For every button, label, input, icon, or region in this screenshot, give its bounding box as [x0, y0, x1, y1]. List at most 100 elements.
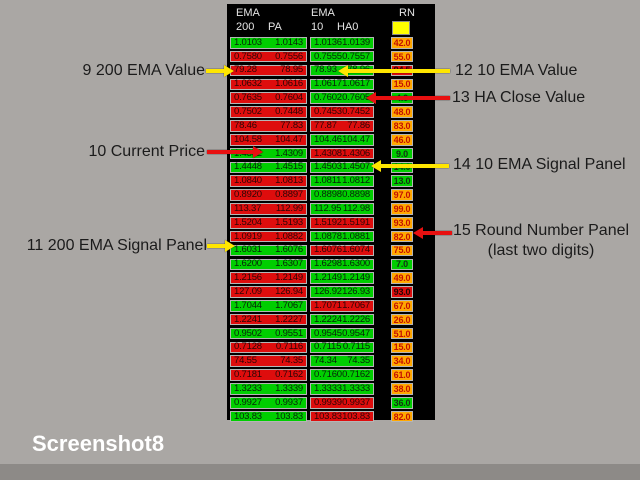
- ema10-ha0-cell: 126.92 126.93: [310, 286, 374, 298]
- ha0-value: 112.98: [342, 202, 370, 214]
- ema10-ha0-cell: 1.0136 1.0139: [310, 37, 374, 49]
- round-number-cell: 93.0: [391, 216, 413, 229]
- pa-value: 1.5193: [275, 216, 303, 228]
- ha0-value: 0.7557: [342, 50, 370, 62]
- ema10-value: 1.4308: [314, 147, 342, 159]
- round-number-cell: 75.0: [391, 244, 413, 257]
- annotation-round-number-line1: 15 Round Number Panel: [452, 222, 630, 239]
- arrow-current-price: [207, 145, 263, 159]
- ema10-ha0-cell: 0.9939 0.9937: [310, 396, 374, 409]
- ema200-value: 74.55: [234, 355, 257, 367]
- round-number-cell: 83.0: [391, 120, 413, 132]
- ema10-ha0-cell: 1.6298 1.6300: [310, 258, 374, 271]
- ha0-value: 1.0139: [342, 36, 370, 48]
- ha0-value: 0.7115: [342, 341, 370, 353]
- round-number-cell: 15.0: [391, 78, 413, 91]
- pa-value: 1.2227: [275, 313, 303, 325]
- pa-value: 0.9551: [275, 327, 303, 339]
- pa-value: 1.0616: [275, 78, 303, 90]
- ema200-pa-cell: 78.46 77.83: [230, 120, 307, 132]
- ema200-pa-cell: 0.8920 0.8897: [230, 189, 307, 201]
- round-number-cell: 42.0: [391, 37, 413, 49]
- arrow-10-ema-signal: [371, 159, 449, 173]
- col-header-200: 200: [236, 21, 255, 33]
- col-header-ha0: HA0: [337, 21, 359, 33]
- ha0-value: 1.0617: [342, 78, 370, 90]
- ema10-value: 1.2224: [314, 313, 342, 325]
- arrow-10-ema-value: [338, 64, 450, 78]
- bottom-bar: [0, 464, 640, 480]
- ema200-value: 1.2156: [234, 272, 262, 284]
- ema10-value: 0.7115: [314, 341, 342, 353]
- ema200-value: 0.9502: [234, 327, 262, 339]
- ema10-value: 0.9939: [314, 396, 342, 408]
- ema10-ha0-cell: 74.34 74.35: [310, 355, 374, 367]
- ema200-pa-cell: 0.9927 0.9937: [230, 396, 307, 409]
- annotation-round-number-line2: (last two digits): [487, 242, 595, 259]
- ha0-value: 77.86: [347, 119, 370, 131]
- ema200-value: 0.7128: [234, 341, 262, 353]
- table-row: 103.83 103.83 103.83 103.83 82.0: [227, 410, 435, 424]
- ema200-value: 1.0103: [234, 36, 262, 48]
- ema200-value: 103.83: [234, 410, 262, 422]
- ema200-value: 104.58: [234, 133, 262, 145]
- ema200-pa-cell: 74.55 74.35: [230, 355, 307, 367]
- ema10-ha0-cell: 1.2224 1.2226: [310, 313, 374, 326]
- ema200-value: 1.3233: [234, 382, 262, 394]
- pa-value: 1.2149: [275, 272, 303, 284]
- pa-value: 0.7116: [275, 341, 303, 353]
- ema10-ha0-cell: 0.7555 0.7557: [310, 50, 374, 63]
- round-number-cell: 26.0: [391, 313, 413, 326]
- ema10-value: 0.8898: [314, 189, 342, 201]
- round-number-cell: 9.0: [391, 147, 413, 160]
- round-number-cell: 99.0: [391, 203, 413, 215]
- ha0-value: 1.4306: [342, 147, 370, 159]
- ema10-ha0-cell: 1.4308 1.4306: [310, 147, 374, 160]
- ema200-pa-cell: 1.2156 1.2149: [230, 272, 307, 284]
- ema200-value: 1.6031: [234, 244, 262, 256]
- ema200-pa-cell: 103.83 103.83: [230, 410, 307, 423]
- ema10-ha0-cell: 1.6076 1.6074: [310, 244, 374, 257]
- round-number-cell: 51.0: [391, 327, 413, 340]
- round-number-cell: 67.0: [391, 300, 413, 312]
- ema10-ha0-cell: 0.8898 0.8898: [310, 189, 374, 201]
- ema200-value: 1.0840: [234, 175, 262, 187]
- round-number-cell: 34.0: [391, 355, 413, 367]
- ema10-ha0-cell: 0.7602 0.7605: [310, 92, 374, 104]
- arrow-round-number: [413, 226, 452, 240]
- ha0-value: 0.8898: [342, 189, 370, 201]
- ha0-value: 1.4507: [342, 161, 370, 173]
- ema200-pa-cell: 104.58 104.47: [230, 133, 307, 146]
- rn-legend-swatch: [392, 21, 410, 35]
- ema10-value: 1.0811: [314, 175, 342, 187]
- ema200-value: 0.8920: [234, 189, 262, 201]
- ema10-ha0-cell: 104.46 104.47: [310, 133, 374, 146]
- ha0-value: 1.7067: [342, 299, 370, 311]
- pa-value: 104.47: [275, 133, 303, 145]
- ema200-pa-cell: 1.6200 1.6307: [230, 258, 307, 271]
- ema10-ha0-cell: 1.4503 1.4507: [310, 161, 374, 174]
- ema10-ha0-cell: 112.95 112.98: [310, 203, 374, 215]
- ema200-pa-cell: 1.0919 1.0882: [230, 230, 307, 243]
- table-row: 1.5204 1.5193 1.5192 1.5191 93.0: [227, 216, 435, 230]
- table-row: 1.0919 1.0882 1.0878 1.0881 82.0: [227, 230, 435, 244]
- ema10-value: 77.87: [314, 119, 337, 131]
- ema10-value: 104.46: [314, 133, 342, 145]
- ema200-pa-cell: 1.6031 1.6076: [230, 244, 307, 257]
- pa-value: 1.6076: [275, 244, 303, 256]
- round-number-cell: 97.0: [391, 189, 413, 201]
- ema200-pa-cell: 0.7502 0.7448: [230, 106, 307, 118]
- annotation-ha-close: 13 HA Close Value: [452, 89, 586, 106]
- ema10-value: 0.9545: [314, 327, 342, 339]
- ema10-ha0-cell: 1.3333 1.3333: [310, 383, 374, 395]
- round-number-cell: 48.0: [391, 106, 413, 118]
- table-row: 1.0840 1.0813 1.0811 1.0812 13.0: [227, 174, 435, 188]
- ema10-value: 1.2149: [314, 272, 342, 284]
- pa-value: 77.83: [280, 119, 303, 131]
- ema10-ha0-cell: 1.0617 1.0617: [310, 78, 374, 91]
- pa-value: 103.83: [275, 410, 303, 422]
- table-row: 127.09 126.94 126.92 126.93 93.0: [227, 285, 435, 299]
- ema200-pa-cell: 79.28 78.95: [230, 64, 307, 77]
- table-row: 0.9502 0.9551 0.9545 0.9547 51.0: [227, 327, 435, 341]
- pa-value: 0.7162: [275, 369, 303, 381]
